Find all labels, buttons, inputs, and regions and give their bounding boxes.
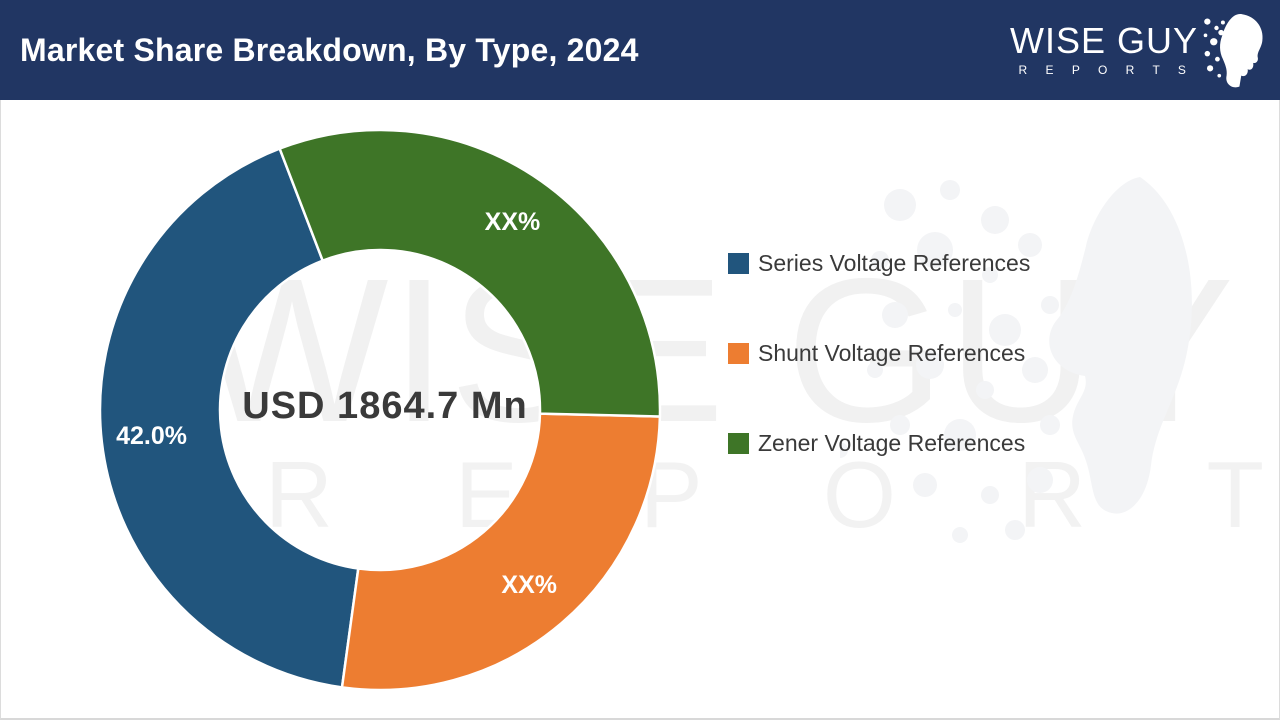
legend-label-series: Series Voltage References [758, 249, 1031, 276]
slice-label-zener-pct: XX% [484, 207, 541, 236]
legend-item-zener: Zener Voltage References [728, 429, 1030, 456]
legend-label-shunt: Shunt Voltage References [758, 339, 1026, 366]
page-title: Market Share Breakdown, By Type, 2024 [20, 31, 639, 68]
legend-label-zener: Zener Voltage References [758, 429, 1026, 456]
brand-logo: WISE GUY R E P O R T S [1010, 8, 1266, 92]
legend-swatch-series [728, 252, 749, 274]
chart-legend: Series Voltage References Shunt Voltage … [728, 249, 1031, 522]
slice-label-series-pct: 42.0% [116, 422, 187, 451]
logo-head-icon [1203, 14, 1263, 88]
legend-item-shunt: Shunt Voltage References [728, 339, 1030, 366]
legend-swatch-zener [728, 432, 749, 454]
logo-wordmark-block: WISE GUY R E P O R T S [1009, 20, 1198, 78]
slice-label-shunt-pct: XX% [501, 571, 557, 600]
logo-subtext: R E P O R T S [1018, 63, 1194, 77]
watermark-head-graphic [840, 177, 1192, 543]
legend-item-series: Series Voltage References [728, 249, 1031, 276]
donut-slice-1 [340, 412, 662, 692]
header-bar: Market Share Breakdown, By Type, 2024 WI… [0, 0, 1280, 100]
logo-wordmark: WISE GUY [1009, 20, 1198, 61]
chart-center-value: USD 1864.7 Mn [242, 385, 528, 427]
donut-slice-2 [278, 128, 662, 418]
legend-swatch-shunt [728, 342, 749, 364]
donut-chart [98, 128, 662, 692]
donut-slice-0 [98, 147, 360, 689]
